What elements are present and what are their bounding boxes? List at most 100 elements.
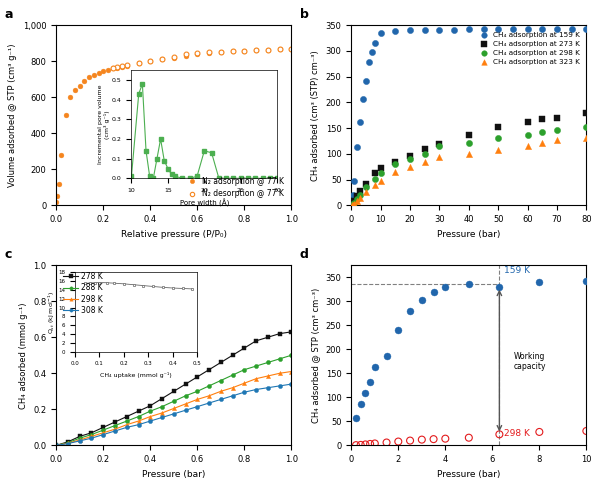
Line: 298 K: 298 K bbox=[54, 370, 293, 448]
CH₄ adsorption at 273 K bbox=[581, 109, 591, 116]
288 K bbox=[53, 443, 60, 449]
CH₄ adsorption at 323 K bbox=[361, 188, 371, 196]
CH₄ adsorption at 159 K bbox=[370, 39, 380, 47]
CH₄ adsorption at 323 K bbox=[348, 201, 358, 209]
298 K bbox=[276, 371, 283, 376]
CH₄ adsorption at 273 K bbox=[352, 192, 362, 200]
278 K bbox=[287, 329, 295, 335]
CH₄ adsorption at 273 K bbox=[349, 197, 359, 205]
CH₄ adsorption at 323 K bbox=[352, 197, 362, 205]
N₂ desorption @ 77 K bbox=[146, 58, 154, 64]
288 K bbox=[76, 435, 83, 441]
288 K bbox=[64, 440, 71, 446]
N₂ adsorption @ 77 K bbox=[123, 63, 130, 69]
308 K bbox=[205, 400, 212, 406]
CH₄ adsorption at 298 K bbox=[405, 155, 415, 163]
N₂ adsorption @ 77 K bbox=[100, 68, 107, 74]
CH₄ adsorption at 159 K bbox=[449, 26, 459, 34]
CH₄ adsorption at 298 K bbox=[581, 123, 591, 131]
298 K bbox=[194, 396, 201, 402]
Point bbox=[361, 389, 370, 396]
298 K bbox=[123, 422, 130, 428]
278 K bbox=[194, 374, 201, 380]
288 K bbox=[253, 363, 260, 369]
278 K bbox=[158, 395, 166, 401]
308 K bbox=[64, 441, 71, 447]
CH₄ adsorption at 273 K bbox=[361, 180, 371, 187]
298 K bbox=[64, 440, 71, 446]
278 K bbox=[217, 359, 224, 365]
N₂ desorption @ 77 K bbox=[229, 48, 236, 54]
Point bbox=[429, 288, 439, 296]
CH₄ adsorption at 159 K bbox=[538, 25, 547, 33]
Text: b: b bbox=[299, 8, 308, 21]
308 K bbox=[241, 389, 248, 395]
Point bbox=[361, 441, 370, 449]
N₂ desorption @ 77 K bbox=[241, 48, 248, 54]
CH₄ adsorption at 323 K bbox=[370, 181, 380, 188]
278 K bbox=[112, 419, 119, 425]
308 K bbox=[135, 422, 142, 428]
CH₄ adsorption at 298 K bbox=[361, 184, 371, 191]
308 K bbox=[182, 407, 189, 413]
Legend: CH₄ adsorption at 159 K, CH₄ adsorption at 273 K, CH₄ adsorption at 298 K, CH₄ a: CH₄ adsorption at 159 K, CH₄ adsorption … bbox=[473, 29, 583, 67]
288 K bbox=[123, 418, 130, 424]
CH₄ adsorption at 159 K bbox=[349, 177, 359, 185]
Point bbox=[351, 414, 361, 422]
278 K bbox=[241, 345, 248, 351]
N₂ adsorption @ 77 K bbox=[158, 56, 166, 62]
N₂ adsorption @ 77 K bbox=[264, 47, 271, 53]
CH₄ adsorption at 273 K bbox=[552, 114, 562, 122]
N₂ adsorption @ 77 K bbox=[53, 199, 60, 205]
N₂ adsorption @ 77 K bbox=[170, 55, 178, 60]
CH₄ adsorption at 159 K bbox=[479, 25, 488, 33]
Point bbox=[370, 440, 380, 448]
N₂ adsorption @ 77 K bbox=[58, 152, 65, 158]
Point bbox=[351, 441, 361, 449]
298 K bbox=[287, 369, 295, 375]
N₂ adsorption @ 77 K bbox=[287, 47, 295, 53]
N₂ adsorption @ 77 K bbox=[114, 65, 121, 71]
Y-axis label: CH₄ adsorbed (cm³ (STP) cm⁻³): CH₄ adsorbed (cm³ (STP) cm⁻³) bbox=[311, 50, 320, 181]
288 K bbox=[241, 367, 248, 373]
N₂ adsorption @ 77 K bbox=[86, 75, 93, 80]
N₂ desorption @ 77 K bbox=[194, 50, 201, 56]
288 K bbox=[170, 398, 178, 404]
N₂ desorption @ 77 K bbox=[109, 65, 116, 71]
CH₄ adsorption at 323 K bbox=[434, 153, 444, 161]
CH₄ adsorption at 298 K bbox=[349, 199, 359, 206]
CH₄ adsorption at 159 K bbox=[391, 27, 400, 35]
278 K bbox=[205, 367, 212, 373]
278 K bbox=[264, 335, 271, 340]
278 K bbox=[146, 403, 154, 409]
CH₄ adsorption at 323 K bbox=[349, 200, 359, 208]
Point bbox=[370, 363, 380, 371]
298 K bbox=[88, 433, 95, 439]
Point bbox=[365, 378, 375, 386]
N₂ desorption @ 77 K bbox=[264, 47, 271, 53]
CH₄ adsorption at 323 K bbox=[420, 158, 430, 166]
N₂ desorption @ 77 K bbox=[182, 52, 189, 57]
CH₄ adsorption at 298 K bbox=[347, 201, 356, 209]
N₂ desorption @ 77 K bbox=[205, 49, 212, 55]
N₂ adsorption @ 77 K bbox=[81, 78, 88, 84]
288 K bbox=[135, 413, 142, 419]
CH₄ adsorption at 159 K bbox=[420, 26, 430, 34]
CH₄ adsorption at 323 K bbox=[464, 150, 473, 158]
Text: d: d bbox=[299, 248, 308, 261]
308 K bbox=[158, 414, 166, 420]
CH₄ adsorption at 323 K bbox=[376, 177, 385, 185]
CH₄ adsorption at 323 K bbox=[581, 134, 591, 142]
Point bbox=[494, 283, 504, 291]
CH₄ adsorption at 159 K bbox=[552, 25, 562, 33]
CH₄ adsorption at 159 K bbox=[367, 49, 377, 56]
CH₄ adsorption at 323 K bbox=[523, 142, 532, 150]
Line: 288 K: 288 K bbox=[54, 353, 293, 448]
CH₄ adsorption at 298 K bbox=[464, 139, 473, 147]
N₂ adsorption @ 77 K bbox=[76, 83, 83, 89]
Text: 159 K: 159 K bbox=[504, 266, 530, 275]
CH₄ adsorption at 273 K bbox=[493, 123, 503, 131]
N₂ adsorption @ 77 K bbox=[90, 72, 97, 77]
298 K bbox=[53, 443, 60, 449]
N₂ adsorption @ 77 K bbox=[253, 47, 260, 53]
